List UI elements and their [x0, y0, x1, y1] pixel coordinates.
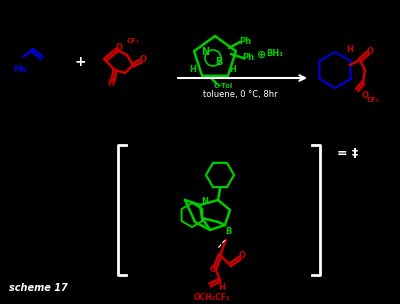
Text: N: N [201, 47, 209, 57]
Text: scheme 17: scheme 17 [9, 283, 67, 293]
Text: O-Tol: O-Tol [213, 83, 233, 89]
Text: toluene, 0 °C, 8hr: toluene, 0 °C, 8hr [203, 91, 277, 99]
Text: Ph: Ph [242, 54, 254, 63]
Text: H: H [230, 65, 236, 74]
Text: Ph: Ph [239, 36, 251, 46]
Text: H: H [218, 284, 226, 292]
Text: B: B [225, 227, 231, 237]
Text: BH₃: BH₃ [266, 49, 284, 57]
Text: OCH₂CF₃: OCH₂CF₃ [194, 293, 230, 302]
Text: N: N [202, 198, 208, 206]
Text: H: H [346, 46, 354, 54]
Text: H: H [108, 80, 114, 88]
Text: B: B [215, 57, 223, 67]
Text: O: O [210, 265, 216, 275]
Text: CF₃: CF₃ [366, 97, 380, 103]
Text: O: O [238, 251, 246, 261]
Text: = ‡: = ‡ [337, 147, 359, 160]
Text: CF₃: CF₃ [126, 38, 140, 44]
Text: H: H [190, 65, 196, 74]
Text: O: O [366, 47, 374, 56]
Text: O: O [140, 54, 146, 64]
Text: ⊕: ⊕ [257, 50, 267, 60]
Text: +: + [74, 55, 86, 69]
Text: O: O [362, 91, 368, 99]
Text: Me: Me [13, 65, 27, 74]
Text: O: O [116, 43, 122, 53]
